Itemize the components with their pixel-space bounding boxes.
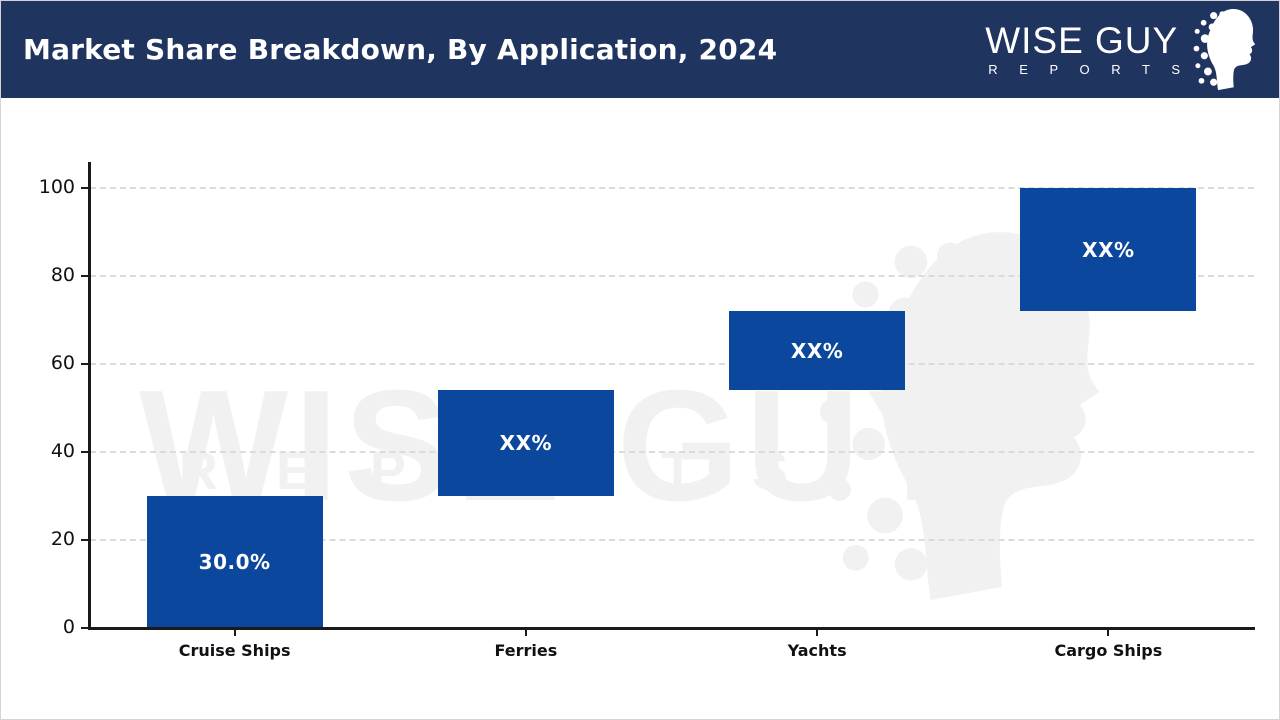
y-tick-mark-0 bbox=[81, 626, 88, 629]
y-axis-spine bbox=[88, 162, 91, 628]
bar-value-label: XX% bbox=[790, 338, 844, 363]
brand-logo: WISE GUY R E P O R T S bbox=[985, 7, 1265, 93]
brand-name: WISE GUY bbox=[985, 20, 1179, 61]
page-title: Market Share Breakdown, By Application, … bbox=[23, 33, 778, 66]
bar-cruise-ships: 30.0% bbox=[146, 495, 323, 628]
bar-value-label: XX% bbox=[1082, 237, 1135, 262]
bar-ferries: XX% bbox=[437, 390, 614, 496]
gridline-40 bbox=[90, 450, 1254, 453]
y-tick-label-20: 20 bbox=[50, 527, 75, 550]
bar-yachts: XX% bbox=[729, 311, 906, 391]
category-label-1: Ferries bbox=[494, 640, 558, 660]
x-tick-mark-1 bbox=[524, 629, 527, 636]
x-axis-spine bbox=[88, 627, 1255, 630]
category-label-0: Cruise Ships bbox=[178, 640, 291, 660]
gridline-100 bbox=[90, 187, 1254, 189]
gridline-60 bbox=[90, 362, 1254, 365]
y-tick-mark-100 bbox=[81, 187, 88, 189]
brand-subtitle: R E P O R T S bbox=[988, 62, 1189, 77]
y-tick-mark-20 bbox=[81, 538, 88, 541]
x-tick-mark-2 bbox=[816, 629, 819, 636]
dotted-head-icon bbox=[1193, 8, 1256, 90]
bar-cargo-ships: XX% bbox=[1020, 188, 1197, 312]
category-label-3: Cargo Ships bbox=[1054, 640, 1163, 660]
y-tick-label-60: 60 bbox=[50, 351, 75, 374]
y-tick-label-40: 40 bbox=[50, 439, 75, 462]
gridline-20 bbox=[90, 538, 1254, 541]
y-tick-mark-40 bbox=[81, 450, 88, 453]
x-tick-mark-3 bbox=[1107, 629, 1110, 636]
y-tick-label-0: 0 bbox=[62, 615, 75, 638]
gridline-80 bbox=[90, 274, 1254, 277]
brand-logo-text: WISE GUY R E P O R T S bbox=[985, 22, 1189, 77]
x-tick-mark-0 bbox=[233, 629, 236, 636]
y-tick-label-80: 80 bbox=[50, 263, 75, 286]
bar-value-label: 30.0% bbox=[198, 549, 271, 574]
y-tick-label-100: 100 bbox=[38, 176, 75, 198]
category-label-2: Yachts bbox=[787, 640, 847, 660]
bar-value-label: XX% bbox=[499, 430, 553, 455]
header-bar: Market Share Breakdown, By Application, … bbox=[1, 1, 1279, 98]
y-tick-mark-80 bbox=[81, 274, 88, 277]
y-tick-mark-60 bbox=[81, 362, 88, 365]
